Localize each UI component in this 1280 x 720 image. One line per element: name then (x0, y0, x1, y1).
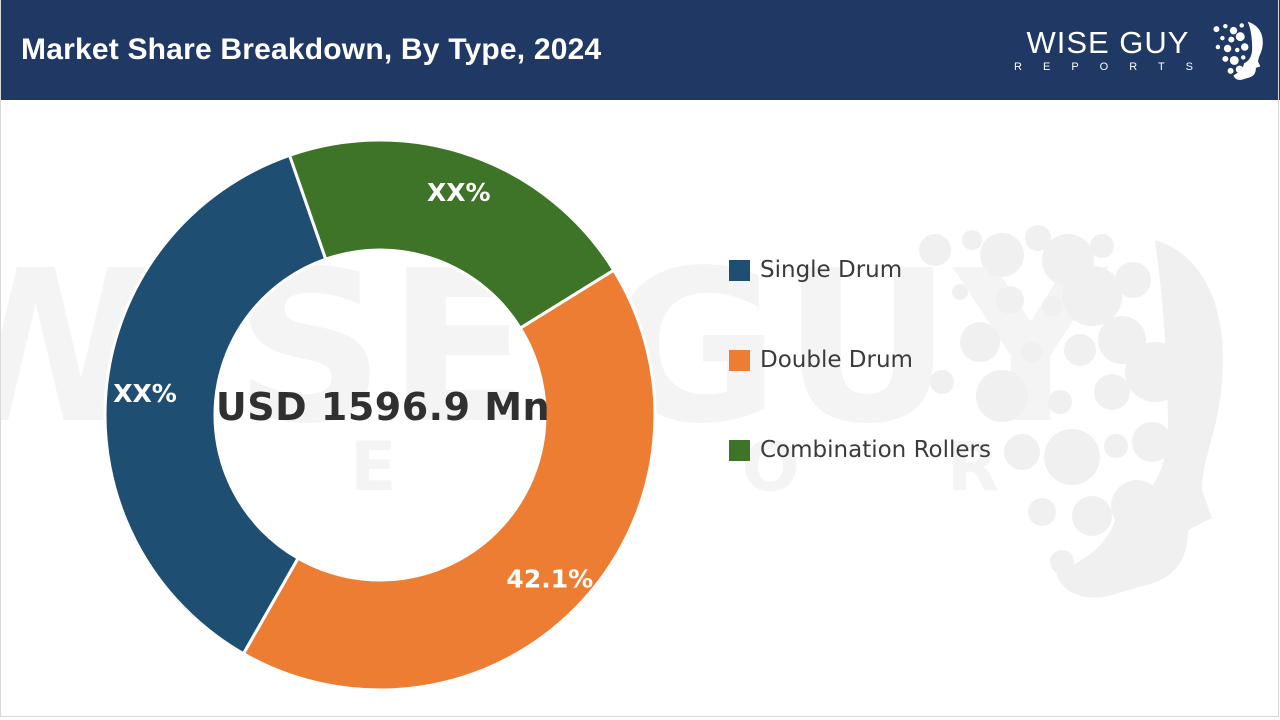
brand-logo-text: WISE GUY R E P O R T S (1014, 25, 1202, 74)
header: Market Share Breakdown, By Type, 2024 WI… (0, 0, 1280, 100)
page-title: Market Share Breakdown, By Type, 2024 (21, 33, 602, 66)
chart-center-value: USD 1596.9 Mn (215, 385, 551, 429)
legend-item-combination-rollers: Combination Rollers (729, 430, 991, 470)
legend-swatch-double-drum (729, 349, 750, 371)
slice-label-combination-rollers: XX% (427, 178, 491, 207)
watermark-face-icon (919, 225, 1223, 598)
legend-label-combination-rollers: Combination Rollers (760, 437, 991, 463)
legend-label-single-drum: Single Drum (760, 257, 903, 283)
brand-face-icon (1213, 21, 1263, 80)
legend-swatch-single-drum (729, 259, 750, 281)
slice-single-drum (103, 153, 328, 656)
donut-chart: XX% 42.1% XX% (103, 138, 657, 692)
slice-combination-rollers (287, 138, 616, 331)
legend-item-double-drum: Double Drum (729, 340, 991, 380)
legend-item-single-drum: Single Drum (729, 250, 991, 290)
slice-label-single-drum: XX% (113, 379, 177, 408)
brand-logo: WISE GUY R E P O R T S (1014, 8, 1264, 92)
legend-label-double-drum: Double Drum (760, 347, 913, 373)
legend-swatch-combination-rollers (729, 439, 750, 461)
brand-subname: R E P O R T S (1014, 61, 1202, 73)
slice-label-double-drum: 42.1% (506, 564, 593, 593)
slice-double-drum (241, 268, 657, 692)
brand-name: WISE GUY (1026, 25, 1190, 60)
chart-legend: Single Drum Double Drum Combination Roll… (729, 250, 991, 470)
